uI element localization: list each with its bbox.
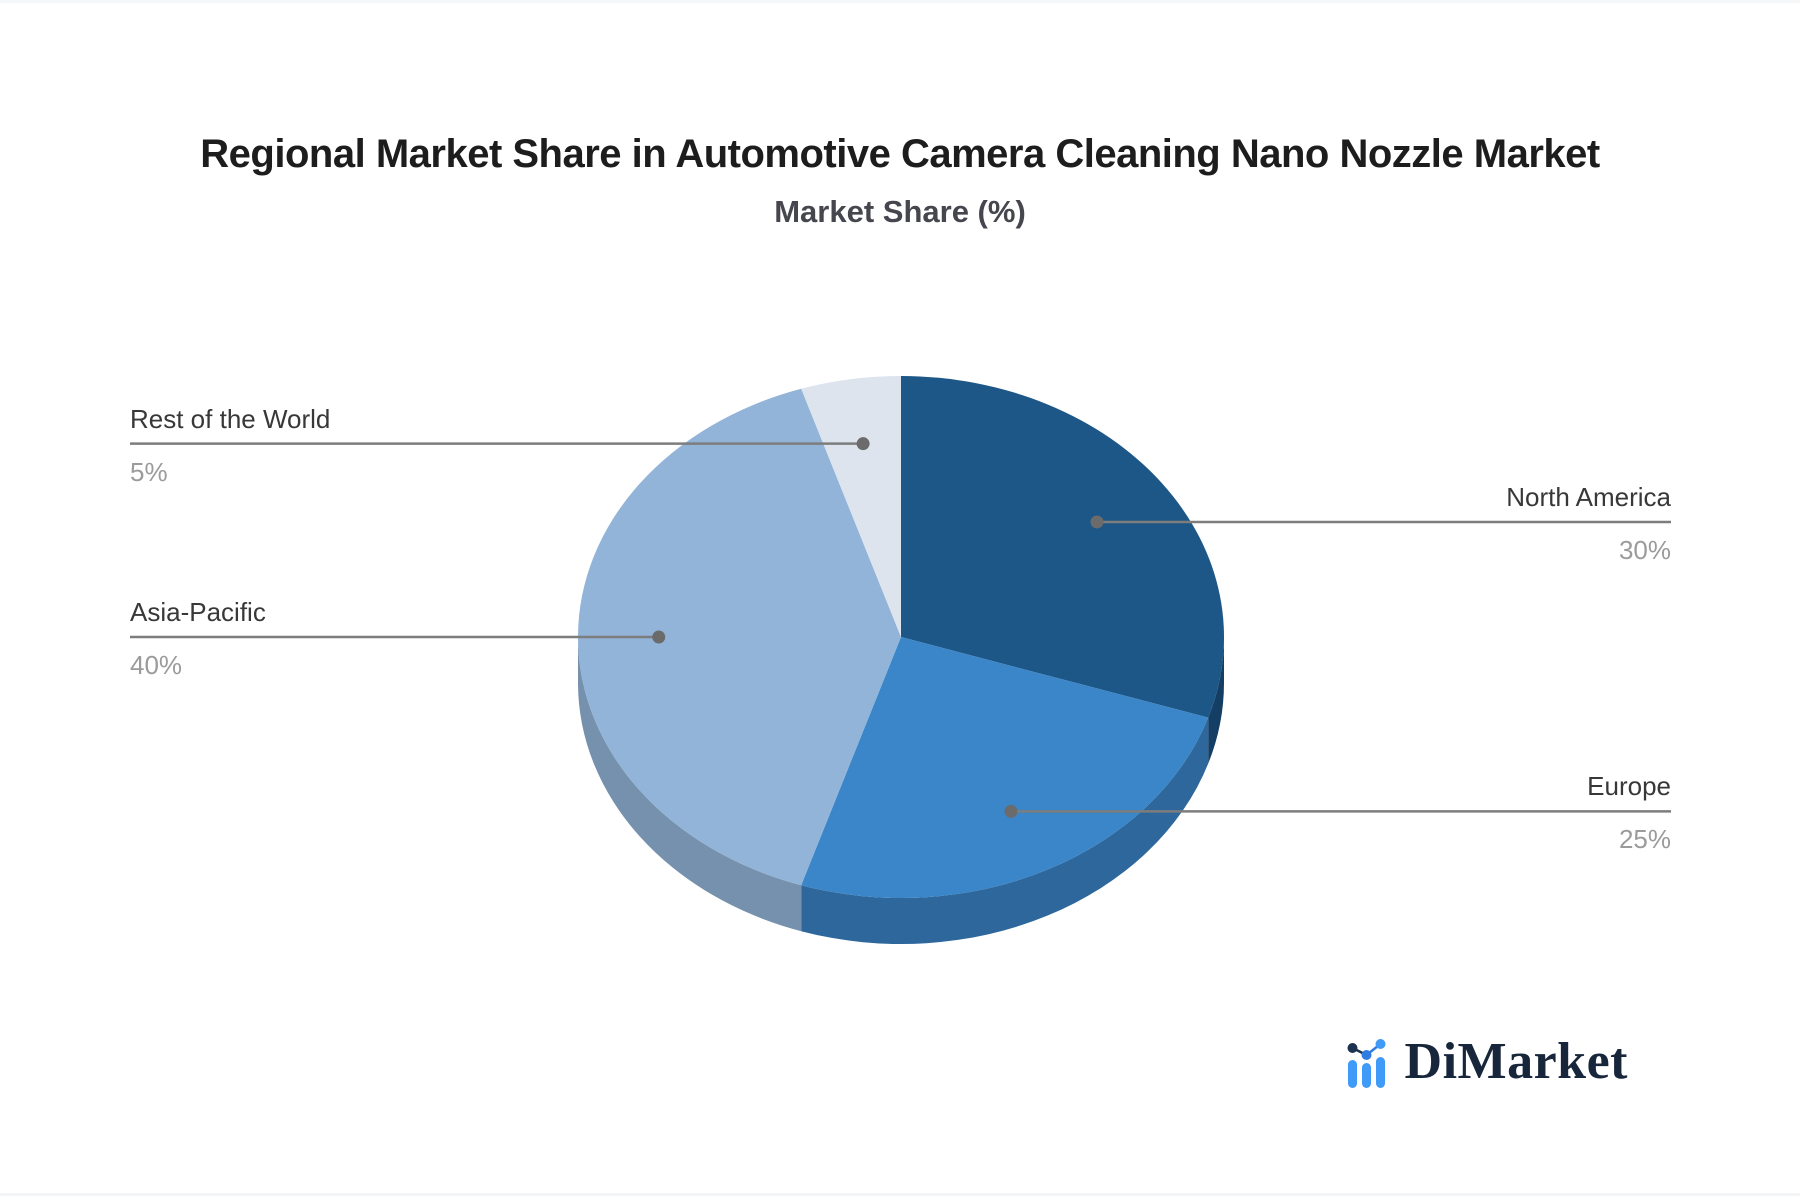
chart-title: Regional Market Share in Automotive Came… [200,132,1600,176]
pie-slice-side-europe [801,717,1209,945]
leader-dot [856,437,870,451]
callout-percent-asia-pacific: 40% [130,650,183,680]
pie-slice-side-north-america [1208,637,1224,764]
leader-dot [1004,804,1018,818]
callout-label-europe: Europe [1587,771,1671,802]
callout-percent-north-america: 30% [1618,534,1671,565]
leader-dot [1090,515,1104,529]
pie-slice-asia-pacific [578,388,901,886]
pie-slice-side-asia-pacific [578,637,802,932]
bottom-edge-strip [0,1193,1800,1196]
callout-label-north-america: North America [1506,481,1671,512]
callout-label-rest-of-world: Rest of the World [130,403,331,434]
chart-subtitle: Market Share (%) [774,194,1026,229]
dimarket-logo-icon [1347,1038,1386,1088]
pie-slice-north-america [901,376,1224,718]
dimarket-logo-text: DiMarket [1404,1033,1628,1090]
callout-label-asia-pacific: Asia-Pacific [130,597,266,627]
callout-percent-europe: 25% [1618,824,1671,855]
top-edge-strip [0,0,1800,3]
leader-dot [652,630,666,644]
pie-slice-europe [801,637,1209,898]
callout-percent-rest-of-world: 5% [130,456,168,487]
pie-slice-rest-of-the-world [801,376,901,637]
dimarket-logo: DiMarket [1347,1032,1628,1091]
